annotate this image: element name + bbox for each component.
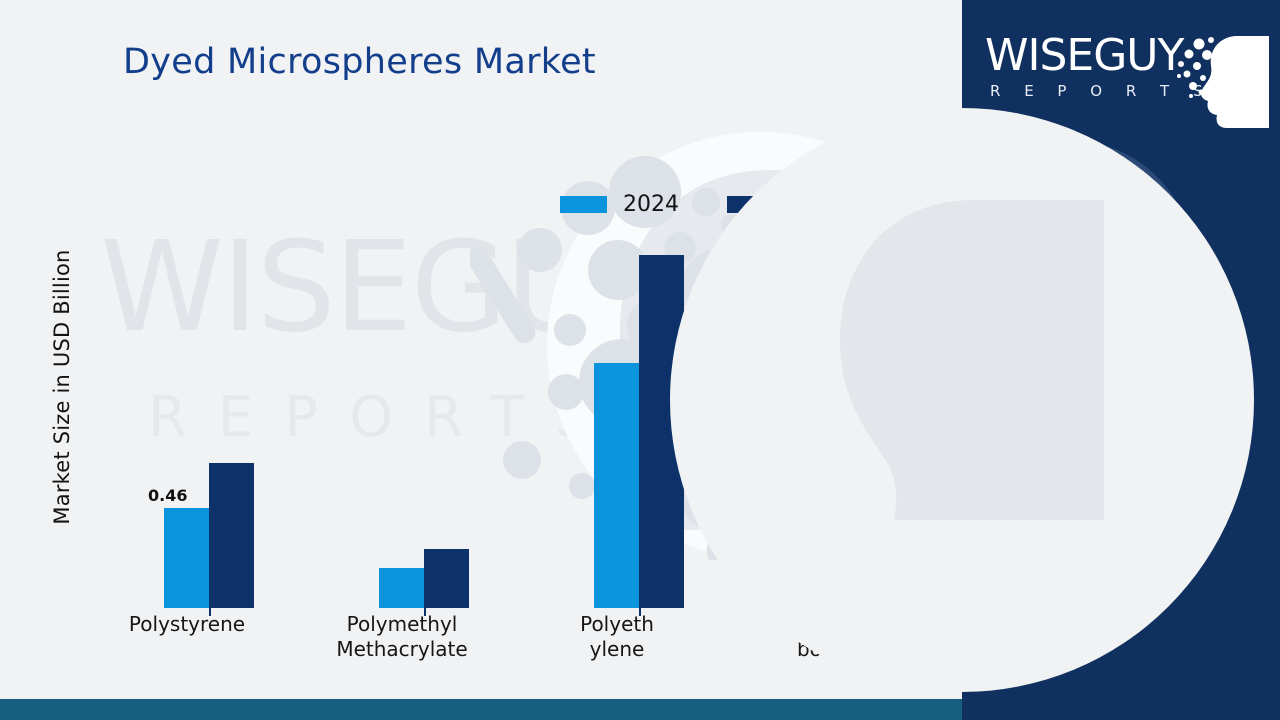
category-label-line: ylene xyxy=(589,637,645,661)
legend-label-2024: 2024 xyxy=(623,192,679,217)
bottom-accent-strip xyxy=(0,699,962,720)
category-label: Polyeth ylene xyxy=(532,612,702,662)
category-label-line: Polyeth xyxy=(580,612,654,636)
logo-head-icon xyxy=(1177,36,1269,128)
logo-wordmark: WISEGUY xyxy=(985,30,1184,81)
category-label-line: Methacrylate xyxy=(336,637,468,661)
page-title: Dyed Microspheres Market xyxy=(123,42,596,82)
logo-subtitle: R E P O R T S xyxy=(990,82,1212,100)
x-tick xyxy=(639,608,641,616)
plot-area: 0.46 Polystyrene Polymethyl Methacrylate xyxy=(92,150,942,661)
category-label: Polystyrene xyxy=(102,612,272,637)
category-label: Polycar bonate xyxy=(747,612,917,662)
x-tick xyxy=(209,608,211,616)
legend-item-2024[interactable]: 2024 xyxy=(560,192,679,217)
category-label-line: bonate xyxy=(796,637,867,661)
bar-2024[interactable] xyxy=(379,568,424,608)
bar-value-label: 0.46 xyxy=(148,486,188,505)
bar-2024[interactable] xyxy=(594,363,639,608)
legend-swatch-2024 xyxy=(560,196,607,213)
chart-panel: WISEGUY REPORTS xyxy=(0,42,962,720)
bar-2032[interactable] xyxy=(209,463,254,608)
bar-2024[interactable] xyxy=(809,522,854,608)
bar-2032[interactable] xyxy=(424,549,469,608)
logo: WISEGUY R E P O R T S xyxy=(985,30,1269,128)
category-label: Polymethyl Methacrylate xyxy=(317,612,487,662)
bar-2024[interactable]: 0.46 xyxy=(148,486,209,608)
y-axis-label: Market Size in USD Billion xyxy=(50,249,74,525)
category-label-line: Polystyrene xyxy=(128,612,246,636)
bar-2032[interactable] xyxy=(854,483,899,608)
x-tick xyxy=(424,608,426,616)
category-label-line: Polycar xyxy=(795,612,869,636)
bar-2032[interactable] xyxy=(639,255,684,608)
category-label-line: Polymethyl xyxy=(346,612,458,636)
